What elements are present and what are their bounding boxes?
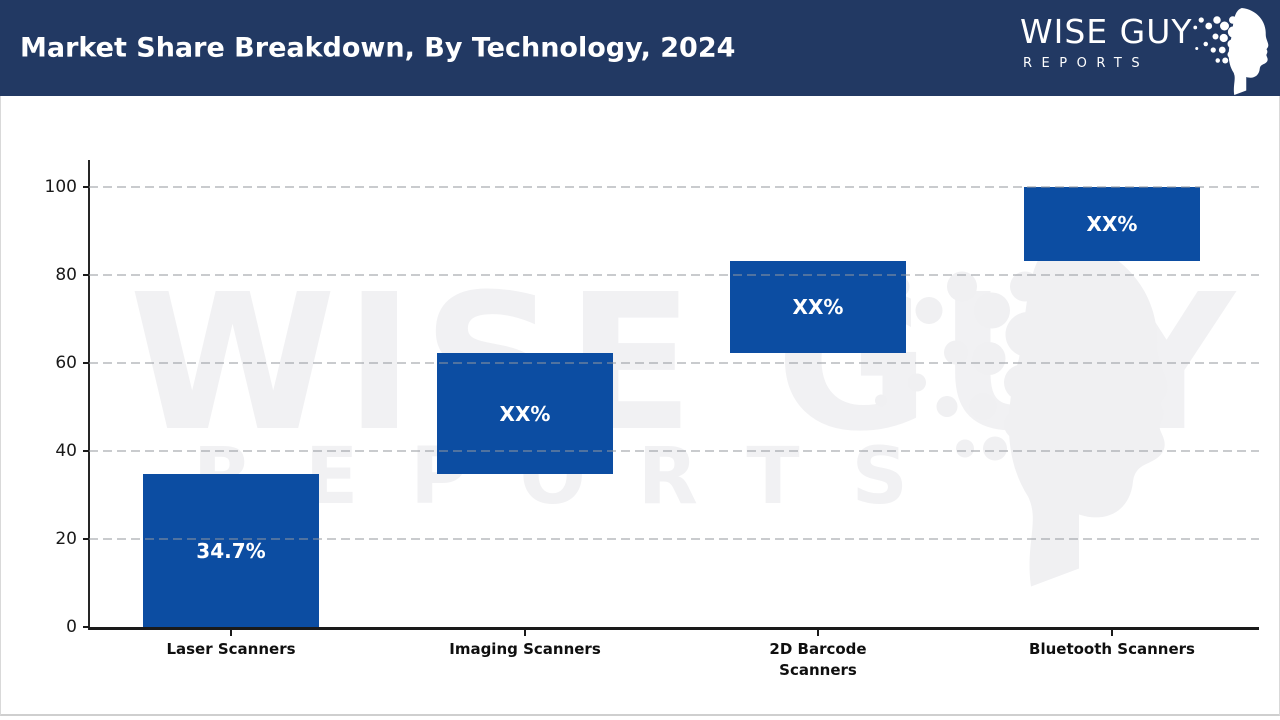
- y-tick-mark: [83, 274, 89, 276]
- watermark-head-icon: [867, 238, 1168, 587]
- bar-segment: 34.7%: [143, 474, 319, 627]
- bar-value-label: XX%: [499, 401, 551, 426]
- x-category-label: Imaging Scanners: [449, 640, 601, 658]
- gridline: [89, 186, 1259, 188]
- y-tick-mark: [83, 186, 89, 188]
- bar-segment: XX%: [437, 352, 613, 475]
- y-tick-label: 80: [55, 265, 77, 285]
- y-tick-mark: [83, 538, 89, 540]
- y-tick-label: 60: [55, 353, 77, 373]
- wiseguy-head-icon: [1193, 8, 1269, 95]
- bar-value-label: 34.7%: [196, 538, 266, 563]
- y-axis-line: [88, 160, 90, 630]
- gridline: [89, 538, 1259, 540]
- y-tick-mark: [83, 626, 89, 628]
- logo-wordmark: WISE GUY: [1020, 12, 1193, 51]
- bar-segment: XX%: [1024, 187, 1200, 261]
- wiseguy-logo: WISE GUY REPORTS: [1020, 8, 1272, 95]
- x-tick-mark: [817, 630, 819, 636]
- x-category-label: Laser Scanners: [166, 640, 296, 658]
- y-tick-label: 20: [55, 529, 77, 549]
- x-category-label: Bluetooth Scanners: [1029, 640, 1195, 658]
- gridline: [89, 362, 1259, 364]
- gridline: [89, 274, 1259, 276]
- logo-subtitle: REPORTS: [1023, 56, 1150, 71]
- x-category-label: 2D Barcode Scanners: [769, 640, 867, 679]
- x-tick-mark: [1111, 630, 1113, 636]
- chart-title: Market Share Breakdown, By Technology, 2…: [20, 32, 736, 64]
- bar-segment: XX%: [730, 260, 906, 353]
- y-tick-label: 100: [44, 177, 77, 197]
- y-tick-label: 0: [66, 617, 77, 637]
- y-tick-label: 40: [55, 441, 77, 461]
- x-axis-line: [89, 627, 1259, 630]
- bar-value-label: XX%: [792, 294, 844, 319]
- y-tick-mark: [83, 362, 89, 364]
- gridline: [89, 450, 1259, 452]
- header: Market Share Breakdown, By Technology, 2…: [0, 0, 1280, 96]
- y-tick-mark: [83, 450, 89, 452]
- x-tick-mark: [230, 630, 232, 636]
- chart-area: WISE GUY REPORTS 0 20 40 60 80 100 34.7% Laser …: [0, 96, 1280, 716]
- x-tick-mark: [524, 630, 526, 636]
- bar-value-label: XX%: [1086, 211, 1138, 236]
